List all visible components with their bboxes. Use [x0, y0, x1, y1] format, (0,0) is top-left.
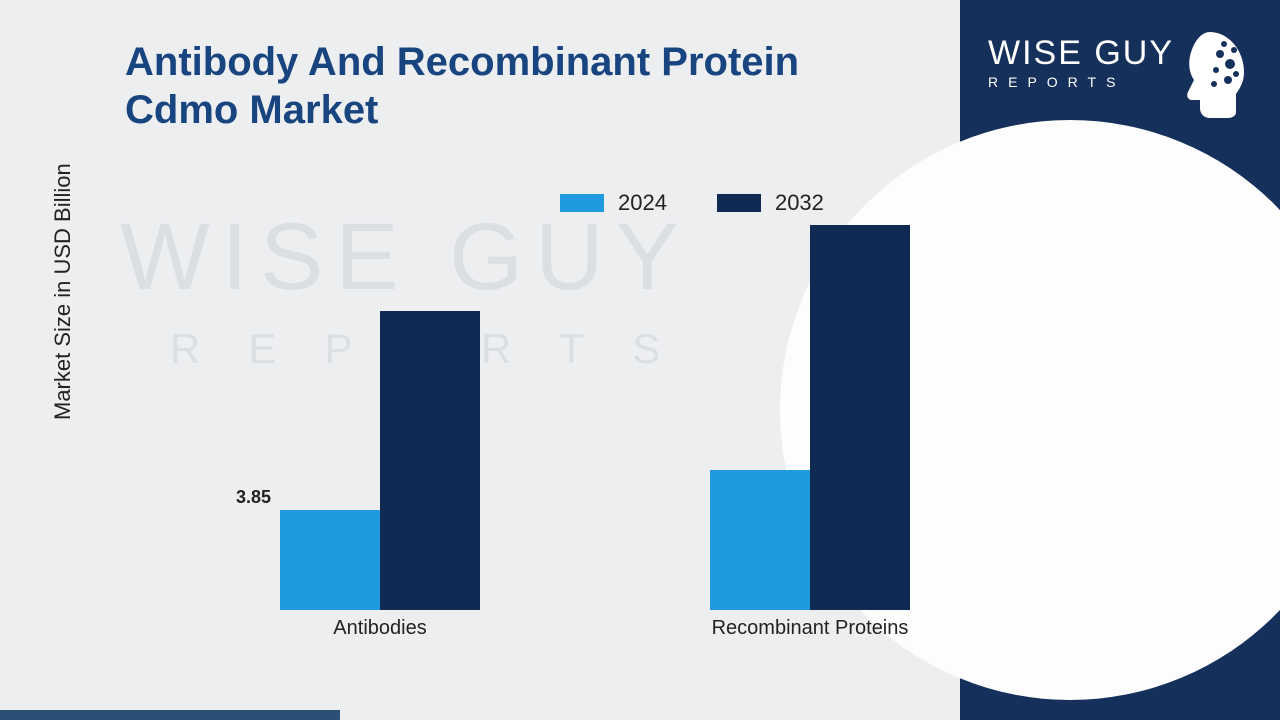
plot-area: 3.85 Antibodies Recombinant Proteins — [160, 220, 1000, 640]
legend-item-2024: 2024 — [560, 190, 667, 216]
legend-swatch-2024 — [560, 194, 604, 212]
category-label: Recombinant Proteins — [700, 616, 920, 640]
legend-swatch-2032 — [717, 194, 761, 212]
brand-logo: WISE GUY REPORTS — [988, 36, 1248, 126]
head-icon — [1170, 30, 1248, 120]
chart-canvas: WISE GUY REPORTS Antibody And Recombinan… — [0, 0, 1280, 720]
bar-2032 — [380, 311, 480, 610]
legend-label-2032: 2032 — [775, 190, 824, 216]
bar-2024 — [710, 470, 810, 610]
legend: 2024 2032 — [560, 190, 824, 216]
category-label: Antibodies — [270, 616, 490, 640]
bar-2024 — [280, 510, 380, 610]
bar-2032 — [810, 225, 910, 610]
legend-label-2024: 2024 — [618, 190, 667, 216]
y-axis-label: Market Size in USD Billion — [50, 163, 76, 420]
legend-item-2032: 2032 — [717, 190, 824, 216]
chart-title: Antibody And Recombinant Protein Cdmo Ma… — [125, 38, 825, 134]
bottom-accent-bar — [0, 710, 340, 720]
bar-value-label: 3.85 — [236, 487, 271, 508]
